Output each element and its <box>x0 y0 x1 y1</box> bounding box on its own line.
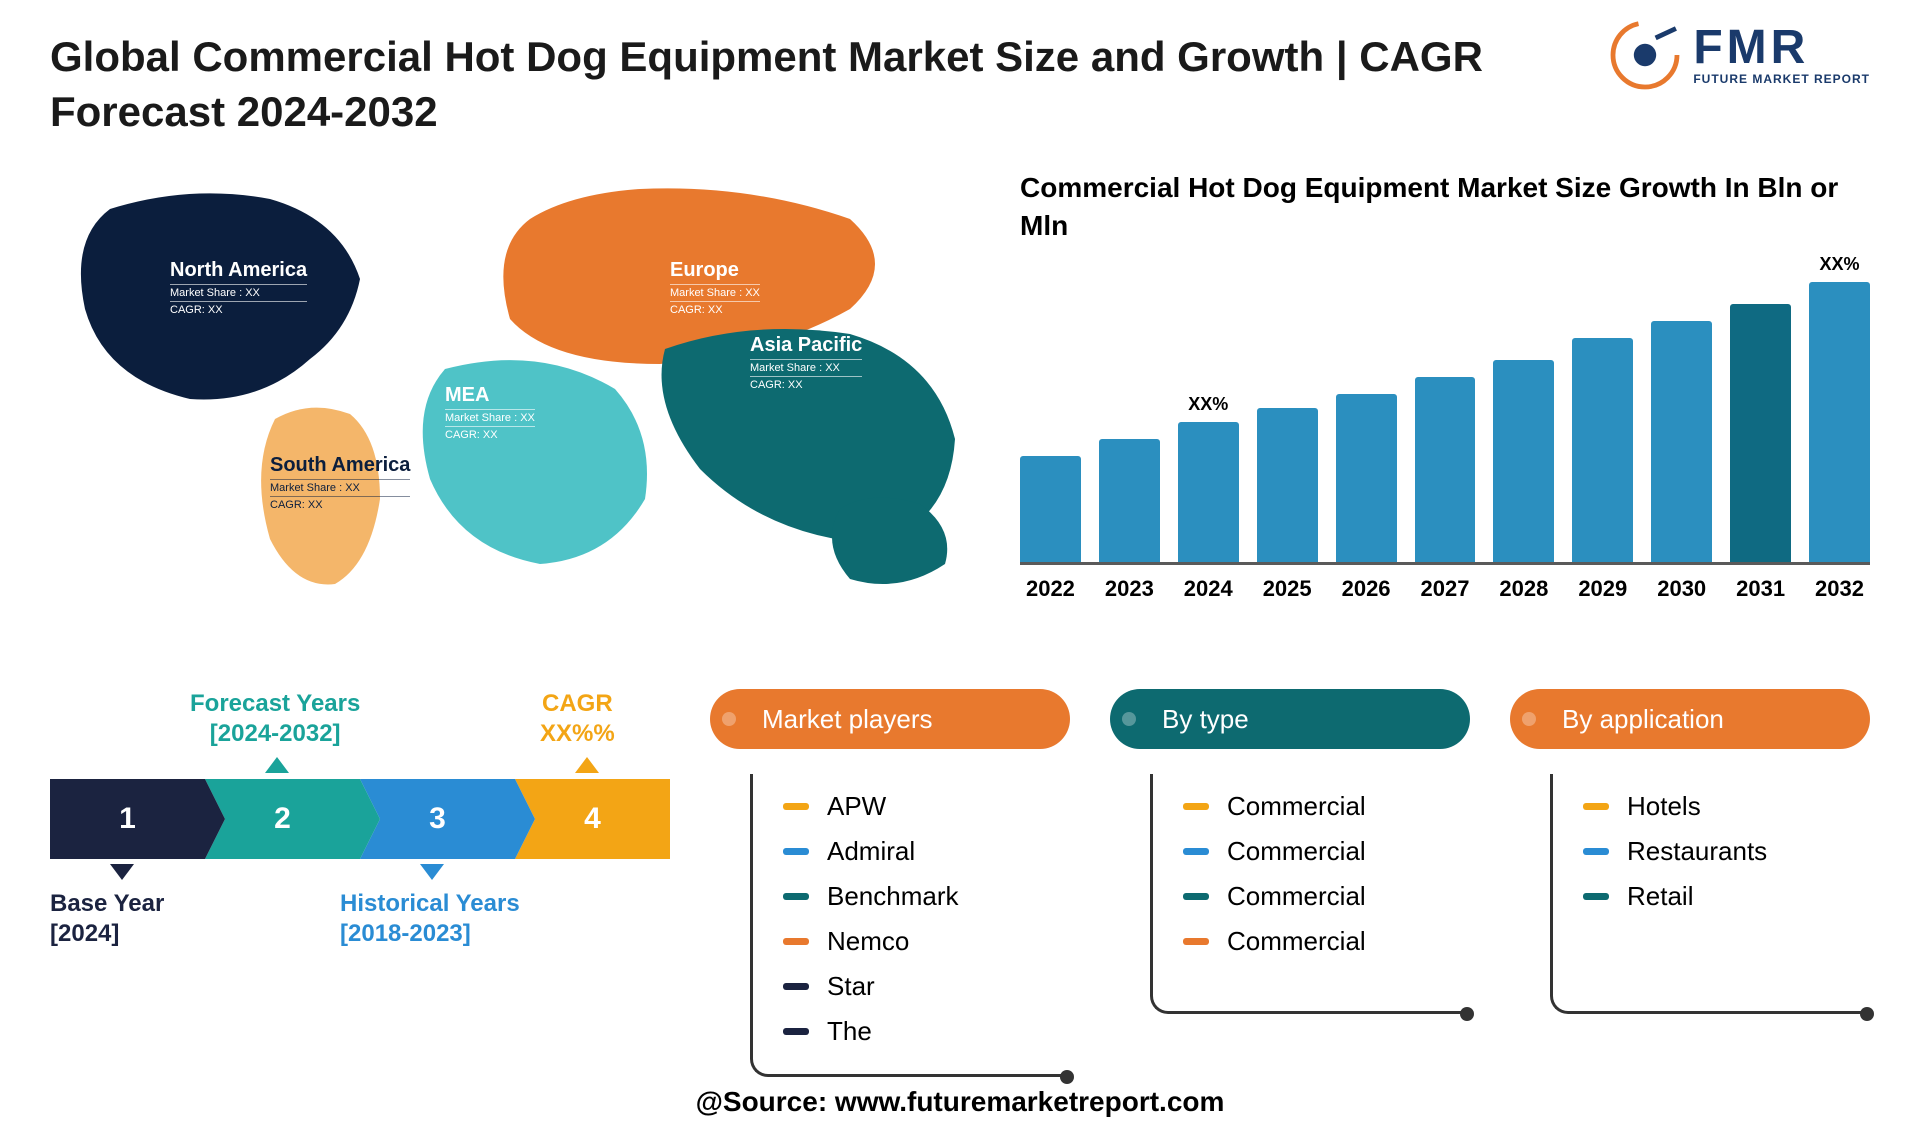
bar-2031: 2031 <box>1730 304 1791 562</box>
step-1: 1 <box>50 779 205 859</box>
tri-down-base <box>110 864 134 880</box>
bar-label-2029: 2029 <box>1578 576 1627 602</box>
step-3: 3 <box>360 779 515 859</box>
bar-2027: 2027 <box>1415 377 1476 562</box>
bar-label-2026: 2026 <box>1342 576 1391 602</box>
bar-label-2031: 2031 <box>1736 576 1785 602</box>
bar-label-2024: 2024 <box>1184 576 1233 602</box>
pill-item: Retail <box>1583 874 1870 919</box>
pill-item: Star <box>783 964 1070 1009</box>
tri-up-forecast <box>265 757 289 773</box>
world-map: North AmericaMarket Share : XXCAGR: XX So… <box>50 169 980 599</box>
region-label-europe: EuropeMarket Share : XXCAGR: XX <box>670 259 760 316</box>
pill-item: Benchmark <box>783 874 1070 919</box>
timeline: Forecast Years [2024-2032] CAGR XX%% 123… <box>50 689 670 1077</box>
pill-item: The <box>783 1009 1070 1054</box>
bar-label-2027: 2027 <box>1421 576 1470 602</box>
bar-chart: Commercial Hot Dog Equipment Market Size… <box>1020 169 1870 599</box>
bar-2032: XX%2032 <box>1809 282 1870 562</box>
bar-label-2023: 2023 <box>1105 576 1154 602</box>
bar-2026: 2026 <box>1336 394 1397 562</box>
pill-list: HotelsRestaurantsRetail <box>1550 774 1870 1014</box>
forecast-label: Forecast Years [2024-2032] <box>190 689 360 749</box>
timeline-steps: 1234 <box>50 779 670 859</box>
tri-up-cagr <box>575 757 599 773</box>
pill-item: Hotels <box>1583 784 1870 829</box>
region-label-south-america: South AmericaMarket Share : XXCAGR: XX <box>270 454 410 511</box>
step-4: 4 <box>515 779 670 859</box>
bar-xx-2024: XX% <box>1188 394 1228 415</box>
bar-label-2030: 2030 <box>1657 576 1706 602</box>
logo-icon <box>1605 15 1685 95</box>
pill-header: By application <box>1510 689 1870 749</box>
bar-label-2028: 2028 <box>1499 576 1548 602</box>
pill-by-application: By application HotelsRestaurantsRetail <box>1510 689 1870 1077</box>
region-label-north-america: North AmericaMarket Share : XXCAGR: XX <box>170 259 307 316</box>
pill-item: Commercial <box>1183 919 1470 964</box>
step-2: 2 <box>205 779 360 859</box>
bars-container: 2022 2023 XX%2024 2025 2026 2027 2028 2029 2030 2… <box>1020 265 1870 565</box>
pill-market-players: Market players APWAdmiralBenchmarkNemcoSt… <box>710 689 1070 1077</box>
base-label: Base Year [2024] <box>50 889 164 949</box>
bar-xx-2032: XX% <box>1820 254 1860 275</box>
bar-2022: 2022 <box>1020 456 1081 562</box>
pill-by-type: By typeCommercialCommercialCommercialCom… <box>1110 689 1470 1077</box>
bar-2023: 2023 <box>1099 439 1160 562</box>
bar-2029: 2029 <box>1572 338 1633 562</box>
bar-label-2025: 2025 <box>1263 576 1312 602</box>
pill-item: Commercial <box>1183 874 1470 919</box>
bar-2028: 2028 <box>1493 360 1554 562</box>
pill-list: CommercialCommercialCommercialCommercial <box>1150 774 1470 1014</box>
tri-down-hist <box>420 864 444 880</box>
bar-2024: XX%2024 <box>1178 422 1239 562</box>
historical-label: Historical Years [2018-2023] <box>340 889 520 949</box>
bar-2030: 2030 <box>1651 321 1712 562</box>
pill-item: Nemco <box>783 919 1070 964</box>
page-title: Global Commercial Hot Dog Equipment Mark… <box>50 30 1550 139</box>
source-line: @Source: www.futuremarketreport.com <box>696 1086 1225 1118</box>
pill-item: Restaurants <box>1583 829 1870 874</box>
pill-item: Commercial <box>1183 829 1470 874</box>
bar-2025: 2025 <box>1257 408 1318 562</box>
pill-header: By type <box>1110 689 1470 749</box>
pill-item: Commercial <box>1183 784 1470 829</box>
pill-item: APW <box>783 784 1070 829</box>
region-label-asia-pacific: Asia PacificMarket Share : XXCAGR: XX <box>750 334 862 391</box>
logo: FMR FUTURE MARKET REPORT <box>1605 15 1870 95</box>
pill-item: Admiral <box>783 829 1070 874</box>
bar-label-2022: 2022 <box>1026 576 1075 602</box>
logo-text: FMR <box>1693 24 1870 72</box>
bar-label-2032: 2032 <box>1815 576 1864 602</box>
chart-title: Commercial Hot Dog Equipment Market Size… <box>1020 169 1870 245</box>
cagr-label: CAGR XX%% <box>540 689 615 749</box>
region-label-mea: MEAMarket Share : XXCAGR: XX <box>445 384 535 441</box>
pill-list: APWAdmiralBenchmarkNemcoStarThe <box>750 774 1070 1077</box>
logo-subtitle: FUTURE MARKET REPORT <box>1693 72 1870 86</box>
pill-header: Market players <box>710 689 1070 749</box>
